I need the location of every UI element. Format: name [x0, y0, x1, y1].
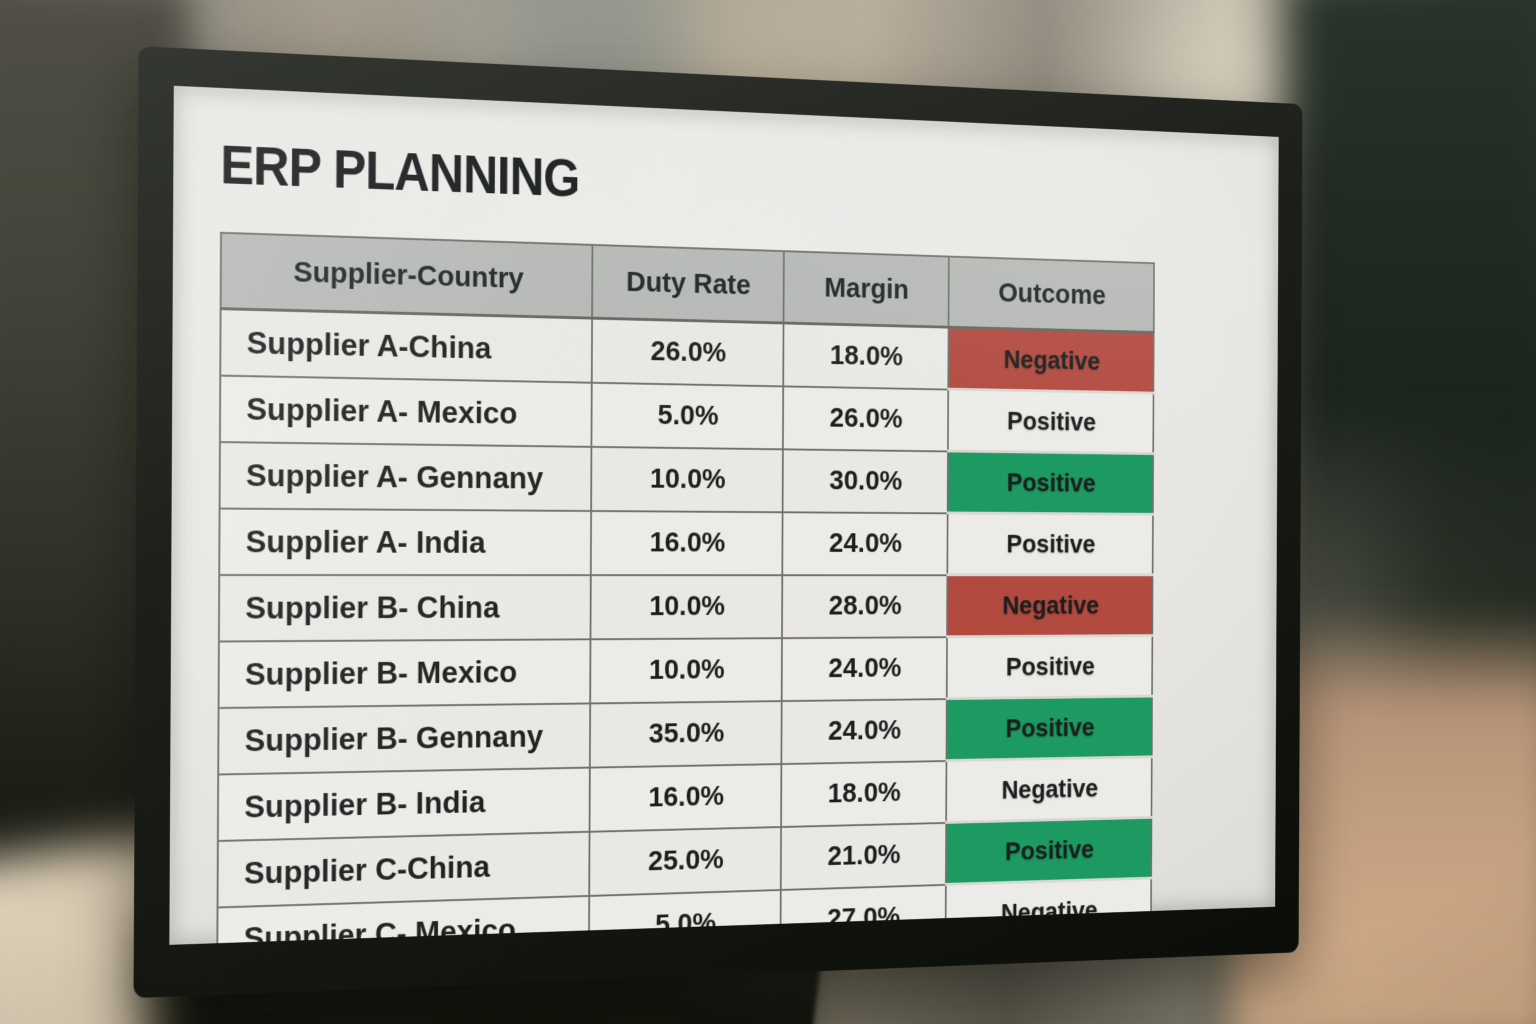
margin-cell: 18.0% [781, 760, 947, 827]
outcome-badge: Positive [946, 635, 1153, 699]
margin-cell: 26.0% [782, 385, 949, 451]
table-row: Supplier A- India 16.0% 24.0% Positive [219, 508, 1153, 575]
margin-cell: 18.0% [783, 322, 949, 390]
column-header-margin: Margin [783, 251, 949, 328]
duty-rate-cell: 10.0% [591, 446, 783, 512]
margin-cell: 27.0% [780, 884, 946, 945]
table-row: Supplier B- Mexico 10.0% 24.0% Positive [218, 635, 1153, 708]
outcome-badge: Negative [946, 756, 1152, 823]
column-header-outcome: Outcome [948, 256, 1155, 333]
supplier-country-cell: Supplier A- India [219, 508, 592, 575]
supplier-country-cell: Supplier A- Gennany [219, 441, 592, 511]
outcome-badge: Negative [948, 327, 1154, 394]
margin-cell: 24.0% [781, 636, 948, 701]
supplier-country-cell: Supplier B- Gennany [218, 702, 591, 774]
outcome-badge: Negative [947, 574, 1153, 637]
supplier-country-cell: Supplier B- China [218, 574, 591, 642]
table-row: Supplier B- China 10.0% 28.0% Negative [218, 574, 1153, 642]
duty-rate-cell: 16.0% [590, 510, 783, 575]
monitor: ERP PLANNING Supplier-Country Duty Rate … [133, 46, 1303, 999]
supplier-country-cell: Supplier A- Mexico [219, 375, 592, 447]
duty-rate-cell: 16.0% [589, 763, 782, 832]
duty-rate-cell: 5.0% [588, 889, 781, 945]
outcome-badge: Positive [947, 512, 1153, 575]
supplier-country-cell: Supplier A-China [220, 308, 593, 383]
page-title: ERP PLANNING [220, 132, 580, 209]
column-header-duty-rate: Duty Rate [592, 244, 784, 323]
column-header-supplier-country: Supplier-Country [220, 232, 593, 319]
duty-rate-cell: 10.0% [590, 574, 783, 639]
margin-cell: 24.0% [782, 511, 948, 575]
outcome-badge: Positive [947, 450, 1154, 515]
supplier-country-cell: Supplier C-China [217, 831, 590, 907]
margin-cell: 21.0% [780, 822, 947, 890]
margin-cell: 28.0% [781, 574, 948, 638]
outcome-badge: Positive [945, 817, 1152, 885]
margin-cell: 24.0% [781, 698, 947, 764]
outcome-badge: Positive [946, 696, 1153, 761]
erp-table: Supplier-Country Duty Rate Margin Outcom… [216, 232, 1155, 945]
duty-rate-cell: 25.0% [589, 826, 782, 896]
table-body: Supplier A-China 26.0% 18.0% Negative Su… [217, 308, 1154, 945]
outcome-badge: Negative [945, 878, 1152, 945]
outcome-badge: Positive [947, 389, 1154, 454]
supplier-country-cell: Supplier B- India [217, 767, 590, 841]
duty-rate-cell: 26.0% [591, 318, 784, 386]
screen-content: ERP PLANNING Supplier-Country Duty Rate … [169, 86, 1278, 945]
duty-rate-cell: 5.0% [591, 382, 784, 449]
supplier-country-cell: Supplier B- Mexico [218, 638, 591, 708]
duty-rate-cell: 10.0% [590, 637, 782, 703]
table-row: Supplier A- Gennany 10.0% 30.0% Positive [219, 441, 1154, 515]
monitor-screen: ERP PLANNING Supplier-Country Duty Rate … [169, 85, 1279, 945]
duty-rate-cell: 35.0% [589, 700, 782, 768]
margin-cell: 30.0% [782, 448, 948, 513]
